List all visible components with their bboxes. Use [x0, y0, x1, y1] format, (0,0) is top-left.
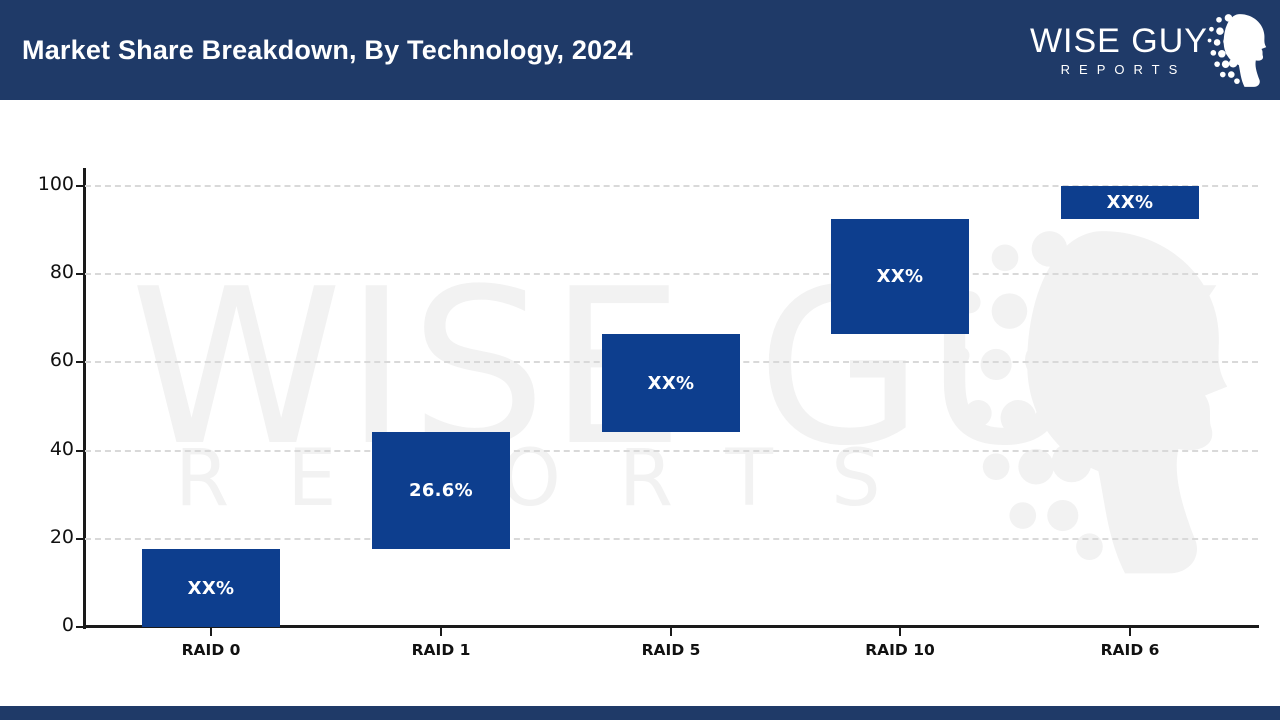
logo-wiseguy-text: WISE GUY — [1029, 22, 1208, 60]
x-tick-mark — [670, 628, 672, 636]
bar-value-label: XX% — [647, 372, 695, 394]
y-tick-label: 80 — [49, 261, 74, 284]
bar-value-label: XX% — [1106, 192, 1154, 214]
y-axis — [83, 168, 86, 629]
footer-bar — [0, 706, 1280, 720]
logo-head-icon — [1207, 14, 1267, 87]
wiseguy-logo: WISE GUY REPORTS — [1030, 10, 1280, 90]
bar: XX% — [831, 219, 969, 335]
y-tick-label: 40 — [49, 437, 74, 460]
bar-value-label: 26.6% — [409, 480, 473, 502]
gridline — [85, 185, 1258, 187]
x-tick-label: RAID 0 — [181, 641, 241, 659]
y-tick-mark — [76, 273, 85, 276]
x-tick-label: RAID 1 — [411, 641, 471, 659]
x-tick-mark — [440, 628, 442, 636]
y-tick-mark — [76, 185, 85, 187]
x-tick-mark — [899, 628, 901, 636]
y-tick-mark — [76, 449, 85, 452]
x-tick-label: RAID 10 — [865, 641, 935, 659]
logo-reports-text: REPORTS — [1060, 62, 1187, 77]
gridline — [85, 537, 1258, 540]
y-tick-mark — [76, 361, 85, 364]
bar: XX% — [142, 549, 280, 627]
x-tick-mark — [1129, 628, 1131, 636]
y-tick-label: 0 — [61, 614, 74, 636]
gridline — [85, 449, 1258, 452]
y-tick-mark — [76, 537, 85, 540]
x-tick-label: RAID 6 — [1100, 641, 1160, 659]
bar: XX% — [602, 334, 740, 433]
x-tick-mark — [210, 628, 212, 636]
y-tick-label: 100 — [37, 173, 74, 195]
y-tick-label: 20 — [49, 525, 74, 548]
page-title: Market Share Breakdown, By Technology, 2… — [22, 34, 633, 65]
bar-value-label: XX% — [187, 577, 235, 599]
gridline — [85, 273, 1258, 276]
x-tick-label: RAID 5 — [641, 641, 701, 659]
y-tick-mark — [76, 626, 85, 628]
y-tick-label: 60 — [49, 349, 74, 372]
x-axis — [83, 625, 1259, 628]
header-bar: Market Share Breakdown, By Technology, 2… — [0, 0, 1280, 100]
bar-value-label: XX% — [876, 266, 924, 288]
bar: XX% — [1061, 186, 1199, 220]
bar: 26.6% — [372, 432, 510, 550]
